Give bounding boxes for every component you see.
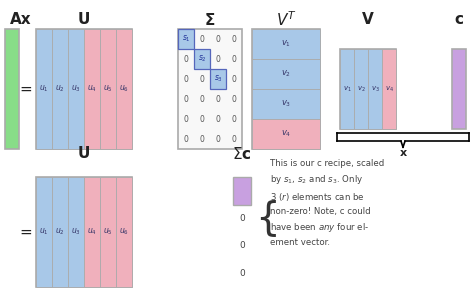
Text: 0: 0 bbox=[200, 34, 204, 43]
Text: =: = bbox=[19, 81, 32, 97]
Text: 0: 0 bbox=[232, 135, 237, 143]
Text: 0: 0 bbox=[183, 75, 189, 83]
Text: 0: 0 bbox=[239, 241, 245, 250]
Text: $u_1$: $u_1$ bbox=[39, 84, 49, 94]
Bar bbox=[340, 49, 354, 129]
Bar bbox=[5, 29, 19, 149]
Text: $u_3$: $u_3$ bbox=[71, 227, 81, 237]
Text: Ax: Ax bbox=[10, 12, 32, 28]
Text: 0: 0 bbox=[183, 94, 189, 103]
Text: 0: 0 bbox=[183, 115, 189, 124]
Text: $u_2$: $u_2$ bbox=[55, 227, 65, 237]
Text: 0: 0 bbox=[216, 135, 220, 143]
Text: 0: 0 bbox=[216, 115, 220, 124]
Bar bbox=[178, 29, 194, 49]
Text: 0: 0 bbox=[183, 55, 189, 64]
Bar bbox=[116, 29, 132, 149]
Bar bbox=[36, 29, 132, 149]
Text: $v_3$: $v_3$ bbox=[371, 84, 379, 94]
Bar bbox=[36, 177, 52, 287]
Text: 0: 0 bbox=[216, 94, 220, 103]
Text: $s_1$: $s_1$ bbox=[182, 34, 191, 44]
Text: $s_3$: $s_3$ bbox=[213, 74, 222, 84]
Text: 0: 0 bbox=[239, 269, 245, 278]
Text: $v_4$: $v_4$ bbox=[281, 129, 291, 139]
Bar bbox=[68, 29, 84, 149]
Bar bbox=[340, 49, 396, 129]
Bar bbox=[178, 29, 242, 149]
Text: $s_2$: $s_2$ bbox=[198, 54, 207, 64]
Text: 0: 0 bbox=[232, 55, 237, 64]
Text: x: x bbox=[400, 148, 407, 158]
Text: $u_3$: $u_3$ bbox=[71, 84, 81, 94]
Text: $u_5$: $u_5$ bbox=[103, 84, 113, 94]
Text: $\Sigma$c: $\Sigma$c bbox=[232, 146, 252, 162]
Text: 0: 0 bbox=[216, 55, 220, 64]
Bar bbox=[210, 69, 226, 89]
Text: 0: 0 bbox=[183, 135, 189, 143]
Text: $V^T$: $V^T$ bbox=[275, 11, 296, 29]
Text: 0: 0 bbox=[216, 34, 220, 43]
Text: $u_1$: $u_1$ bbox=[39, 227, 49, 237]
Bar bbox=[382, 49, 396, 129]
Text: 0: 0 bbox=[232, 75, 237, 83]
Text: $v_2$: $v_2$ bbox=[281, 69, 291, 79]
Bar bbox=[252, 119, 320, 149]
Bar bbox=[354, 49, 368, 129]
Bar bbox=[252, 29, 320, 149]
Bar bbox=[194, 49, 210, 69]
Bar bbox=[368, 49, 382, 129]
Text: $\mathbf{\Sigma}$: $\mathbf{\Sigma}$ bbox=[204, 12, 216, 28]
Text: $v_3$: $v_3$ bbox=[281, 99, 291, 109]
Bar bbox=[252, 89, 320, 119]
Bar bbox=[36, 29, 52, 149]
Text: V: V bbox=[362, 12, 374, 28]
Text: 0: 0 bbox=[200, 115, 204, 124]
Text: {: { bbox=[255, 199, 280, 237]
Text: 0: 0 bbox=[239, 214, 245, 223]
Bar bbox=[68, 177, 84, 287]
Text: $v_1$: $v_1$ bbox=[281, 39, 291, 49]
Bar bbox=[52, 177, 68, 287]
Text: $v_4$: $v_4$ bbox=[384, 84, 393, 94]
Bar bbox=[252, 59, 320, 89]
Text: 0: 0 bbox=[200, 135, 204, 143]
Bar bbox=[52, 29, 68, 149]
Bar bbox=[84, 29, 100, 149]
Text: $u_2$: $u_2$ bbox=[55, 84, 65, 94]
Text: =: = bbox=[19, 225, 32, 239]
Bar bbox=[84, 177, 100, 287]
Text: 0: 0 bbox=[200, 94, 204, 103]
Text: 0: 0 bbox=[200, 75, 204, 83]
Text: U: U bbox=[78, 12, 90, 28]
Bar bbox=[452, 49, 466, 129]
Bar bbox=[100, 29, 116, 149]
Text: 0: 0 bbox=[232, 34, 237, 43]
Text: $u_5$: $u_5$ bbox=[103, 227, 113, 237]
Text: $u_6$: $u_6$ bbox=[119, 227, 129, 237]
Text: $u_4$: $u_4$ bbox=[87, 84, 97, 94]
Text: $u_6$: $u_6$ bbox=[119, 84, 129, 94]
Text: c: c bbox=[455, 12, 464, 28]
Text: $v_1$: $v_1$ bbox=[343, 84, 351, 94]
Text: $v_2$: $v_2$ bbox=[356, 84, 365, 94]
Bar bbox=[116, 177, 132, 287]
Text: $u_4$: $u_4$ bbox=[87, 227, 97, 237]
Bar bbox=[36, 177, 132, 287]
Bar bbox=[100, 177, 116, 287]
Text: This is our c recipe, scaled
by $s_1$, $s_2$ and $s_3$. Only
3 ($r$) elements ca: This is our c recipe, scaled by $s_1$, $… bbox=[270, 159, 384, 247]
Text: 0: 0 bbox=[232, 94, 237, 103]
Text: 0: 0 bbox=[232, 115, 237, 124]
Bar bbox=[252, 29, 320, 59]
Text: U: U bbox=[78, 146, 90, 162]
Bar bbox=[233, 177, 251, 205]
